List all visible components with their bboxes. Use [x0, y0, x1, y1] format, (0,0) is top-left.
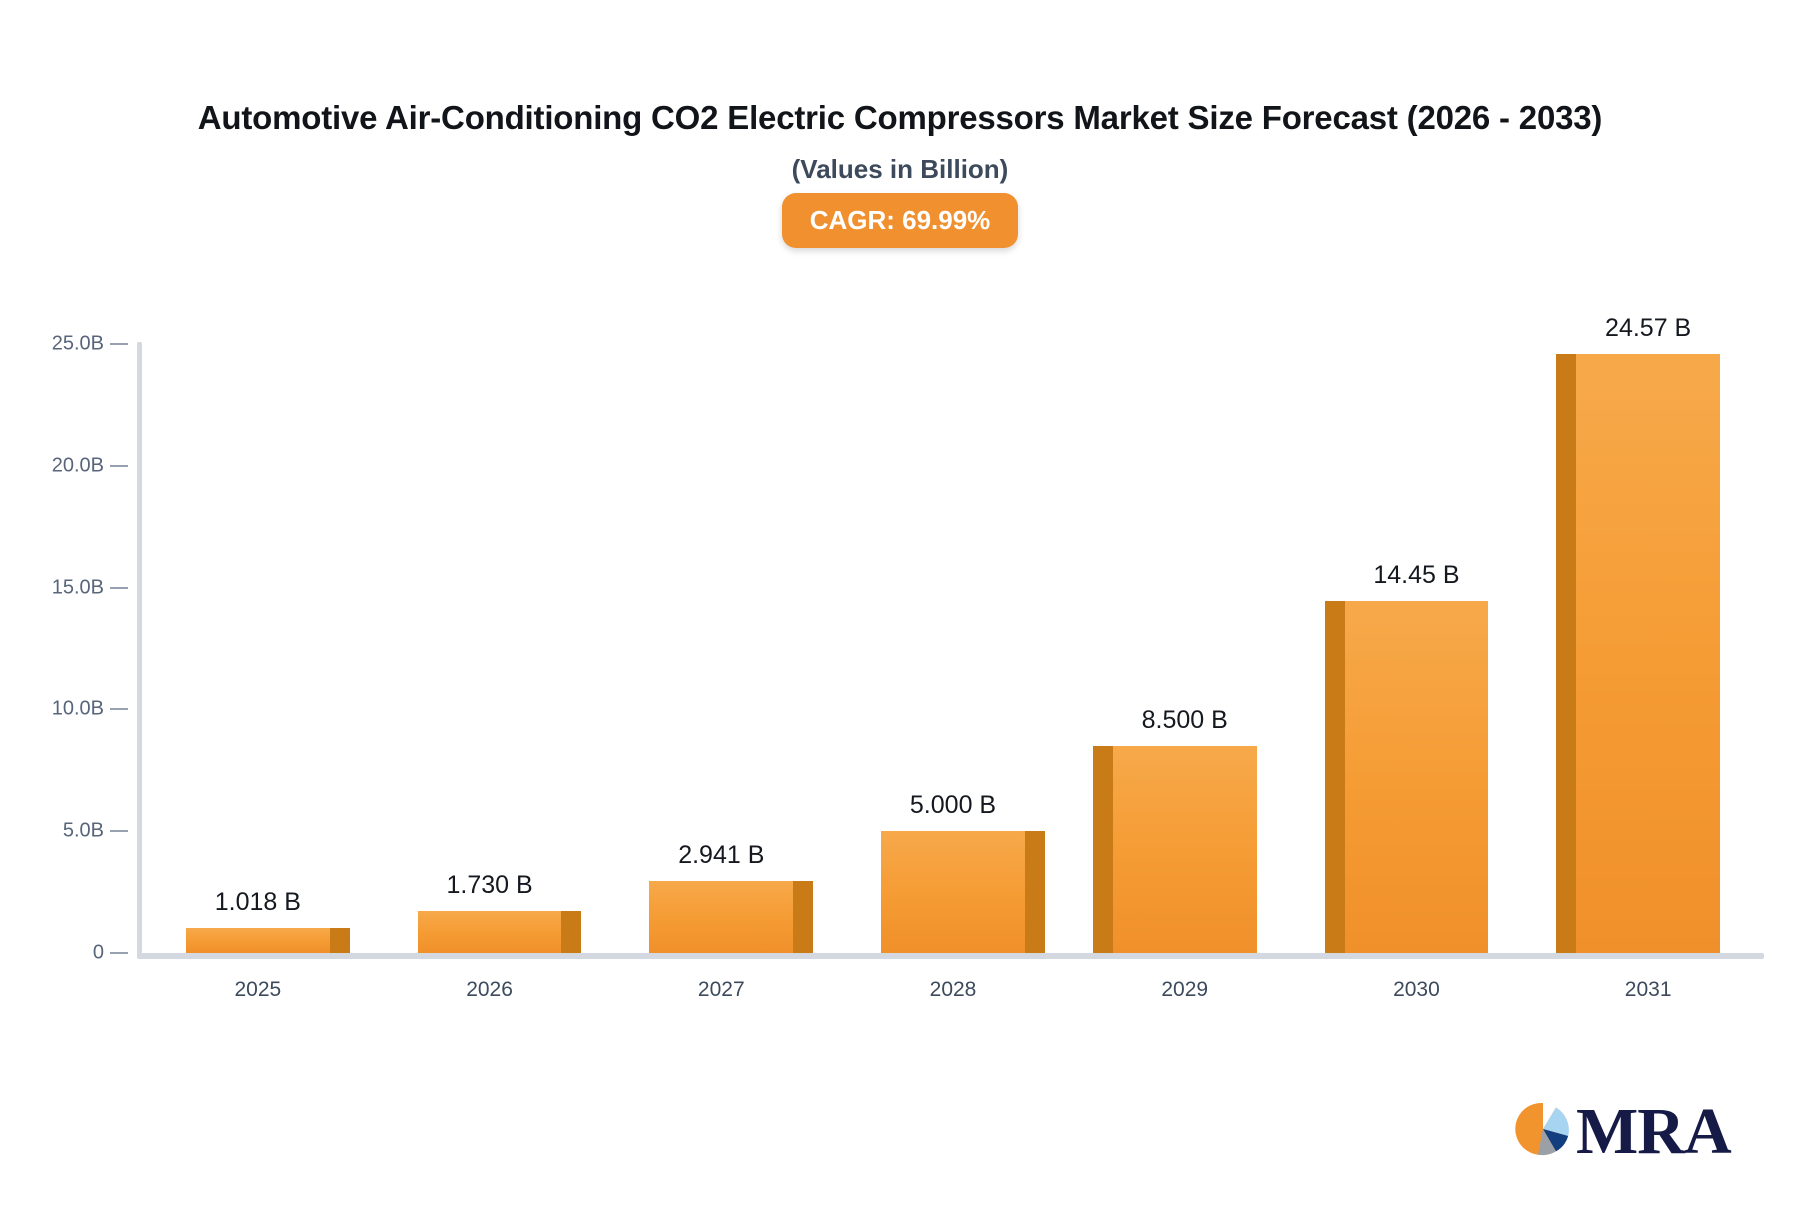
y-axis-tick-label: 0 [92, 941, 104, 964]
bar-front-face [186, 928, 330, 953]
bar-front-face [1576, 354, 1720, 953]
bar-side-face [1092, 745, 1113, 953]
x-axis-tick-label: 2025 [234, 978, 282, 1001]
y-axis-tick-label: 5.0B [62, 819, 104, 842]
bar-front-face [649, 881, 794, 953]
x-axis-tick-label: 2031 [1624, 978, 1672, 1001]
y-axis-tick-mark [110, 830, 128, 833]
pie-chart-icon [1512, 1098, 1574, 1165]
x-axis-tick-label: 2030 [1393, 978, 1440, 1001]
mra-logo-text: MRA [1576, 1094, 1732, 1168]
bar-item[interactable]: 2.941 B [0, 0, 814, 953]
bar-side-face [793, 881, 814, 953]
y-axis-tick-label: 20.0B [51, 454, 104, 477]
y-axis-tick-mark [110, 464, 128, 467]
y-axis-tick-label: 10.0B [51, 697, 104, 720]
bar-top-face [329, 928, 350, 939]
y-axis-line [137, 342, 142, 957]
bar-top-face [561, 910, 582, 921]
bar-side-face [561, 910, 582, 953]
bar-front-face [881, 831, 1025, 953]
mra-logo: MRA [1512, 1094, 1732, 1168]
bar-item[interactable]: 14.45 B [0, 0, 1489, 953]
bar-item[interactable]: 8.500 B [0, 0, 1257, 953]
y-axis-tick-mark [110, 343, 128, 345]
chart-header: Automotive Air-Conditioning CO2 Electric… [0, 0, 1800, 248]
cagr-badge: CAGR: 69.99% [781, 192, 1019, 248]
y-axis-tick-mark [110, 586, 128, 589]
bar-item[interactable]: 1.018 B [0, 0, 350, 953]
page-title: Automotive Air-Conditioning CO2 Electric… [197, 99, 1603, 136]
bar-item[interactable]: 5.000 B [0, 0, 1045, 953]
x-axis-tick-label: 2029 [1161, 978, 1209, 1001]
y-axis-tick-label: 15.0B [51, 576, 104, 599]
bar-top-face [793, 881, 814, 892]
chart-subtitle: (Values in Billion) [791, 153, 1009, 184]
bar-item[interactable]: 1.730 B [0, 0, 582, 953]
cagr-badge-container: CAGR: 69.99% [0, 185, 1800, 248]
bar-front-face [417, 910, 562, 953]
bar-side-face [1556, 354, 1577, 953]
bar-value-label: 2.941 B [678, 841, 765, 870]
bar-top-face [1024, 831, 1045, 842]
bar-value-label: 24.57 B [1605, 314, 1692, 343]
bar-side-face [1024, 831, 1045, 953]
bar-value-label: 1.018 B [214, 888, 301, 917]
x-axis-tick-label: 2027 [697, 978, 745, 1001]
x-axis-line [137, 953, 1764, 959]
bar-item[interactable]: 24.57 B [0, 0, 1720, 953]
bar-value-label: 1.730 B [446, 870, 533, 899]
y-axis-tick-mark [110, 952, 128, 954]
y-axis-tick-mark [110, 708, 128, 711]
bar-front-face [1112, 745, 1257, 953]
bar-value-label: 5.000 B [909, 791, 997, 820]
x-axis-tick-label: 2026 [466, 978, 513, 1001]
bar-side-face [1324, 600, 1345, 953]
bar-top-face [1324, 600, 1345, 611]
x-axis-tick-label: 2028 [929, 978, 977, 1001]
bar-front-face [1344, 600, 1489, 953]
bar-value-label: 14.45 B [1373, 560, 1460, 589]
bar-top-face [1556, 354, 1577, 365]
y-axis-tick-label: 25.0B [51, 332, 104, 355]
bar-top-face [1092, 745, 1113, 756]
bar-value-label: 8.500 B [1141, 705, 1228, 734]
